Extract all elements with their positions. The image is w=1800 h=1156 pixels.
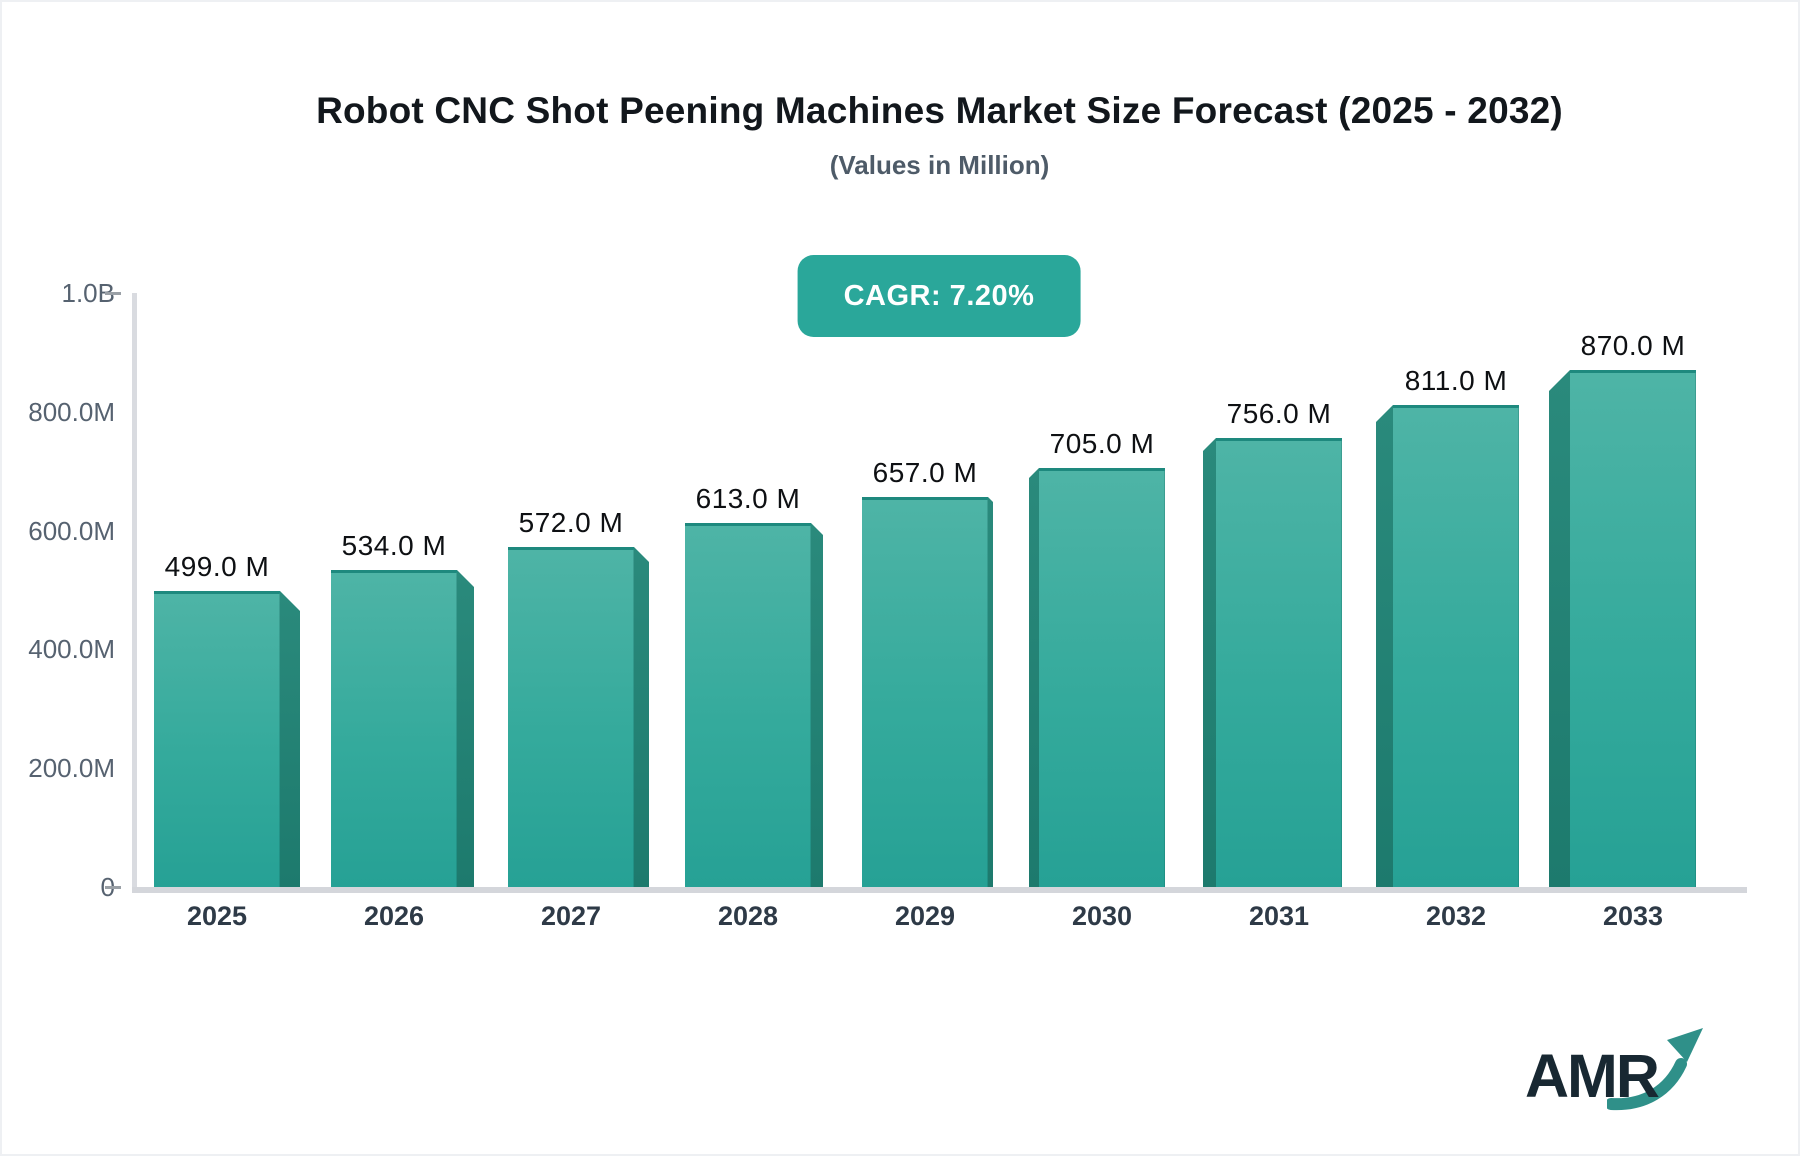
bar-value-label: 613.0 M (695, 483, 801, 514)
bar-side (1549, 370, 1570, 887)
bar-side (457, 570, 474, 887)
y-axis-line (132, 293, 137, 887)
bar-side (1029, 468, 1039, 887)
bar-value-label: 756.0 M (1226, 398, 1332, 429)
bar-side (634, 547, 649, 887)
x-axis-label: 2029 (894, 901, 956, 931)
bar-value-label: 705.0 M (1049, 428, 1155, 459)
bar-value-label: 534.0 M (341, 530, 447, 561)
bar-value-label: 811.0 M (1404, 365, 1508, 396)
x-axis-label: 2028 (717, 901, 779, 931)
bar-face (331, 570, 457, 887)
bar-value-label: 572.0 M (518, 507, 624, 538)
bar-face (1570, 370, 1696, 887)
x-axis-label: 2027 (540, 901, 602, 931)
logo-arrow-icon (1607, 1028, 1703, 1111)
cagr-badge: CAGR: 7.20% (797, 255, 1081, 337)
x-axis-label: 2032 (1425, 901, 1487, 931)
y-axis-label: 200.0M (28, 753, 115, 784)
bar-side (280, 591, 300, 887)
chart-title: Robot CNC Shot Peening Machines Market S… (316, 90, 1563, 131)
y-axis-tick (105, 886, 121, 889)
x-axis-label: 2031 (1248, 901, 1310, 931)
bar-face (154, 591, 280, 887)
bar-side (1376, 405, 1393, 887)
bar-value-label: 657.0 M (872, 457, 978, 488)
bar-side (1203, 438, 1216, 887)
x-axis-baseline (132, 887, 1747, 893)
y-axis-label: 400.0M (28, 634, 115, 665)
bar-value-label: 499.0 M (164, 551, 270, 582)
x-axis-label: 2030 (1071, 901, 1133, 931)
bar-face (1393, 405, 1519, 887)
bar-face (685, 523, 811, 887)
bar-side (988, 497, 993, 887)
logo-text: AMR (1525, 1042, 1660, 1110)
bar-face (862, 497, 988, 887)
y-axis-label: 600.0M (28, 515, 115, 546)
bar-side (811, 523, 823, 887)
bar-face (508, 547, 634, 887)
bar-value-label: 870.0 M (1580, 330, 1686, 361)
x-axis-label: 2033 (1602, 901, 1664, 931)
amr-logo: AMR (1525, 1028, 1725, 1122)
y-axis-label: 800.0M (28, 396, 115, 427)
y-axis-label: 1.0B (61, 278, 116, 308)
y-axis-tick (105, 292, 121, 295)
chart-subtitle: (Values in Million) (829, 150, 1050, 180)
bar-face (1039, 468, 1165, 887)
bar-face (1216, 438, 1342, 887)
y-axis-label: 0 (10, 873, 115, 901)
x-axis-label: 2026 (363, 901, 425, 931)
x-axis-label: 2025 (186, 901, 248, 931)
